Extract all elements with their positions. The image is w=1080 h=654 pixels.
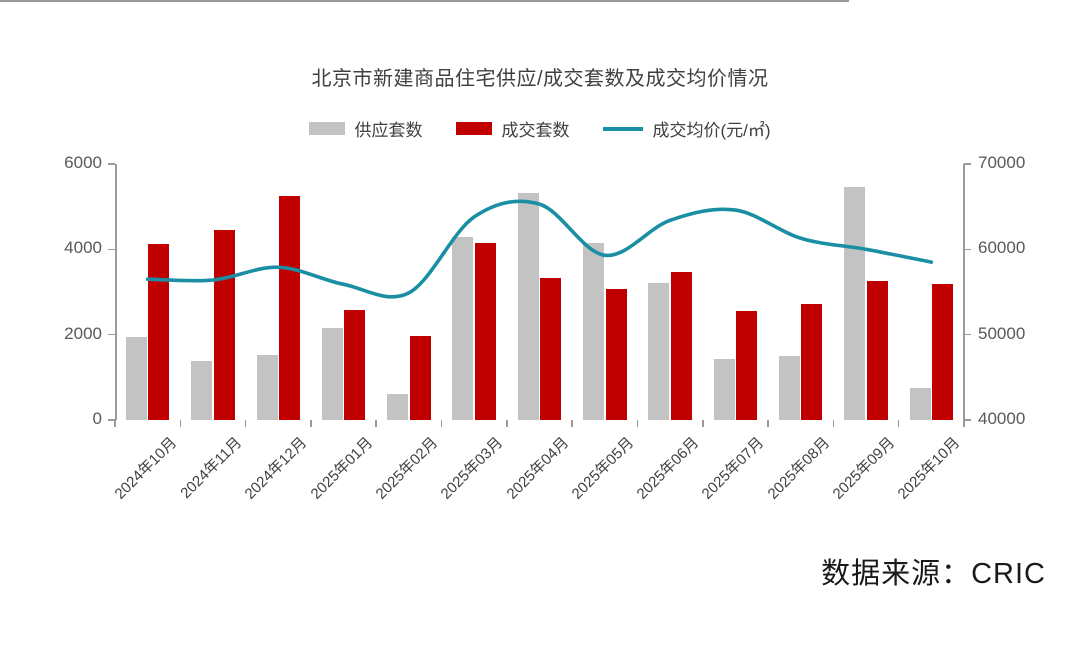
bar-supply bbox=[452, 236, 474, 420]
bar-supply bbox=[125, 336, 147, 420]
x-tick bbox=[440, 420, 443, 427]
legend-item-deal: 成交套数 bbox=[456, 116, 569, 141]
y-tick-label-right: 40000 bbox=[978, 409, 1026, 428]
y-tick-label-right: 70000 bbox=[978, 153, 1026, 172]
bar-supply bbox=[321, 328, 343, 420]
legend-item-avgprice: 成交均价(元/㎡) bbox=[603, 116, 771, 141]
x-tick bbox=[897, 420, 900, 427]
x-tick bbox=[179, 420, 182, 427]
bar-deal bbox=[670, 272, 692, 420]
y-tick-right bbox=[964, 248, 971, 251]
bar-deal bbox=[736, 310, 758, 420]
x-axis bbox=[0, 0, 849, 2]
bar-deal bbox=[540, 277, 562, 420]
source-label: 数据来源：CRIC bbox=[821, 558, 1046, 590]
x-tick bbox=[375, 420, 377, 427]
y-tick-label-right: 60000 bbox=[978, 238, 1026, 258]
bar-supply bbox=[256, 355, 278, 420]
legend-label-deal: 成交套数 bbox=[501, 121, 570, 140]
y-tick-right bbox=[964, 163, 971, 165]
y-tick-label-left: 2000 bbox=[64, 323, 102, 343]
legend-swatch-supply bbox=[309, 122, 346, 135]
bar-deal bbox=[474, 243, 496, 420]
bar-deal bbox=[932, 283, 954, 420]
y-tick-right bbox=[964, 333, 971, 336]
legend-swatch-deal bbox=[456, 122, 493, 135]
legend-label-supply: 供应套数 bbox=[354, 121, 423, 140]
legend-swatch-avgprice bbox=[603, 126, 644, 131]
bar-supply bbox=[583, 242, 605, 420]
chart-legend: 供应套数 成交套数 成交均价(元/㎡) bbox=[0, 116, 1080, 141]
x-tick bbox=[310, 420, 312, 427]
bar-deal bbox=[409, 335, 431, 420]
x-tick bbox=[571, 420, 573, 427]
bar-deal bbox=[801, 304, 823, 420]
x-tick bbox=[832, 420, 835, 427]
y-tick-left bbox=[108, 248, 115, 251]
bar-supply bbox=[844, 187, 866, 420]
y-tick-left bbox=[108, 163, 115, 165]
legend-item-supply: 供应套数 bbox=[309, 116, 422, 141]
y-axis-right bbox=[963, 164, 965, 420]
y-tick-right bbox=[964, 419, 971, 421]
x-tick bbox=[244, 420, 247, 427]
chart-title: 北京市新建商品住宅供应/成交套数及成交均价情况 bbox=[311, 68, 769, 90]
bar-supply bbox=[713, 358, 735, 420]
bar-deal bbox=[279, 195, 301, 420]
bar-deal bbox=[148, 244, 170, 420]
y-tick-left bbox=[108, 333, 115, 336]
y-tick-label-left: 0 bbox=[92, 409, 102, 428]
y-tick-label-left: 4000 bbox=[64, 238, 102, 258]
x-tick bbox=[506, 420, 508, 427]
legend-label-avgprice: 成交均价(元/㎡) bbox=[652, 121, 771, 140]
bar-supply bbox=[648, 283, 670, 420]
bar-supply bbox=[517, 192, 539, 420]
x-tick bbox=[767, 420, 769, 427]
x-tick bbox=[636, 420, 639, 427]
bar-deal bbox=[213, 230, 235, 420]
y-tick-label-left: 6000 bbox=[64, 153, 102, 172]
x-tick bbox=[114, 420, 116, 427]
bar-deal bbox=[344, 310, 366, 420]
bar-supply bbox=[909, 387, 931, 420]
bar-supply bbox=[387, 394, 409, 420]
y-tick-label-right: 50000 bbox=[978, 323, 1026, 343]
bar-supply bbox=[778, 355, 800, 420]
bar-deal bbox=[866, 280, 888, 420]
bar-deal bbox=[605, 288, 627, 420]
y-tick-left bbox=[108, 419, 115, 421]
x-tick bbox=[963, 420, 965, 427]
bar-supply bbox=[191, 361, 213, 420]
y-axis-left bbox=[115, 164, 117, 420]
x-tick bbox=[702, 420, 704, 427]
